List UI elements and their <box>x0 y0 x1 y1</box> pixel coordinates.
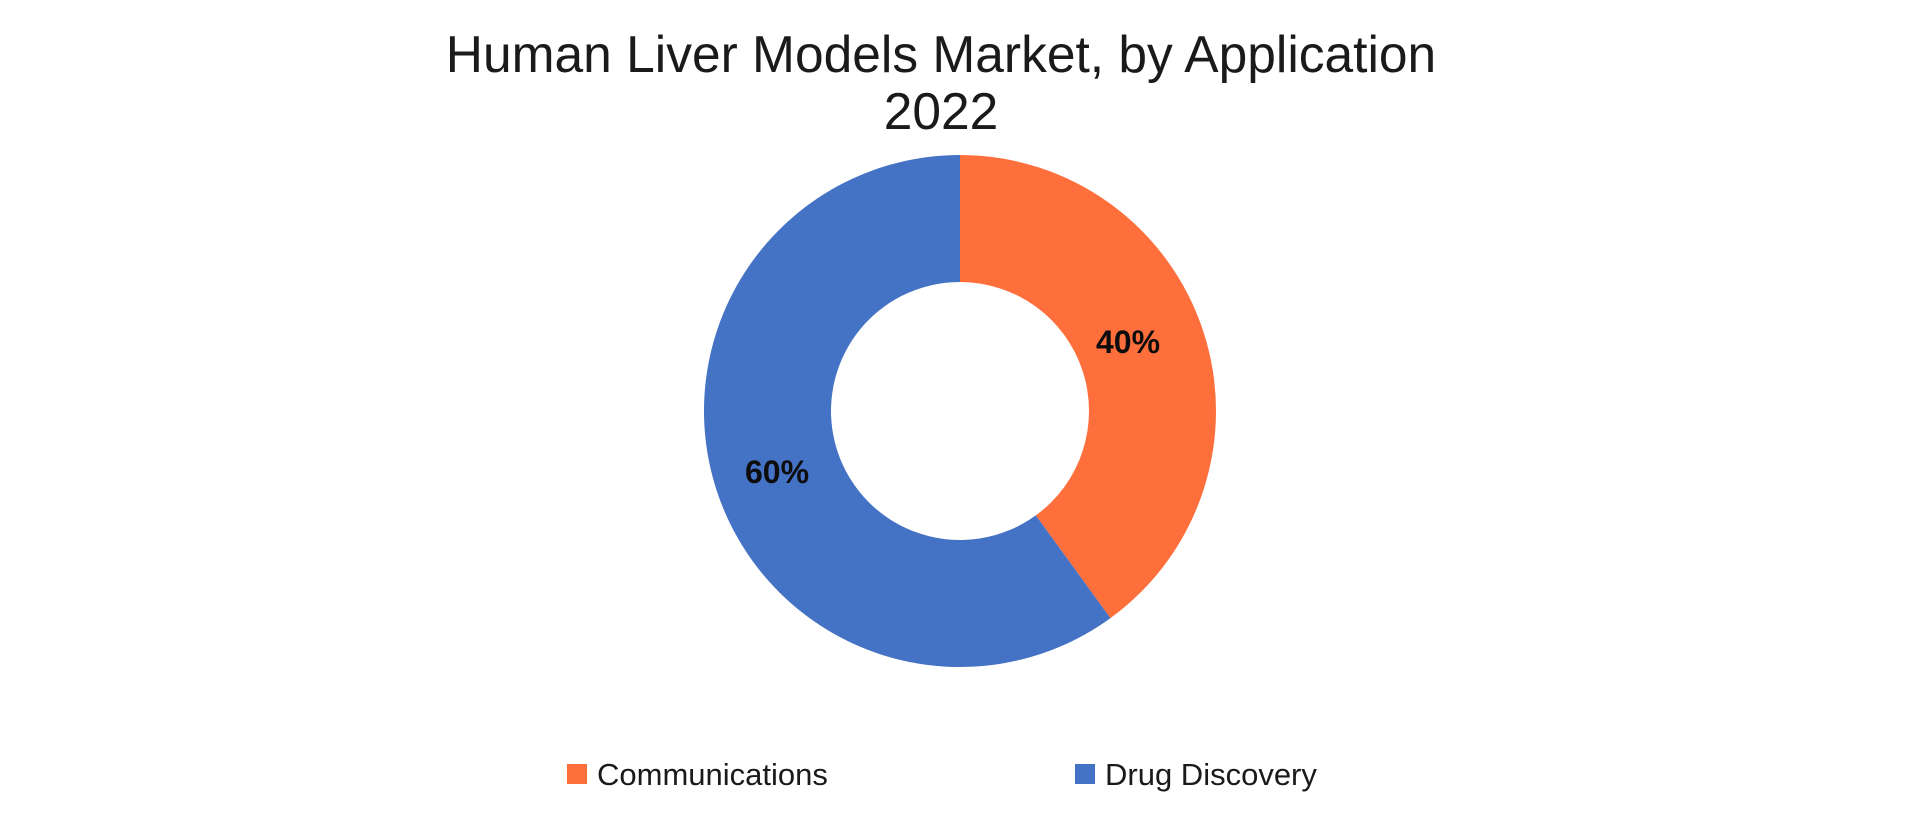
svg-text:60%: 60% <box>745 454 809 490</box>
svg-text:40%: 40% <box>1096 324 1160 360</box>
